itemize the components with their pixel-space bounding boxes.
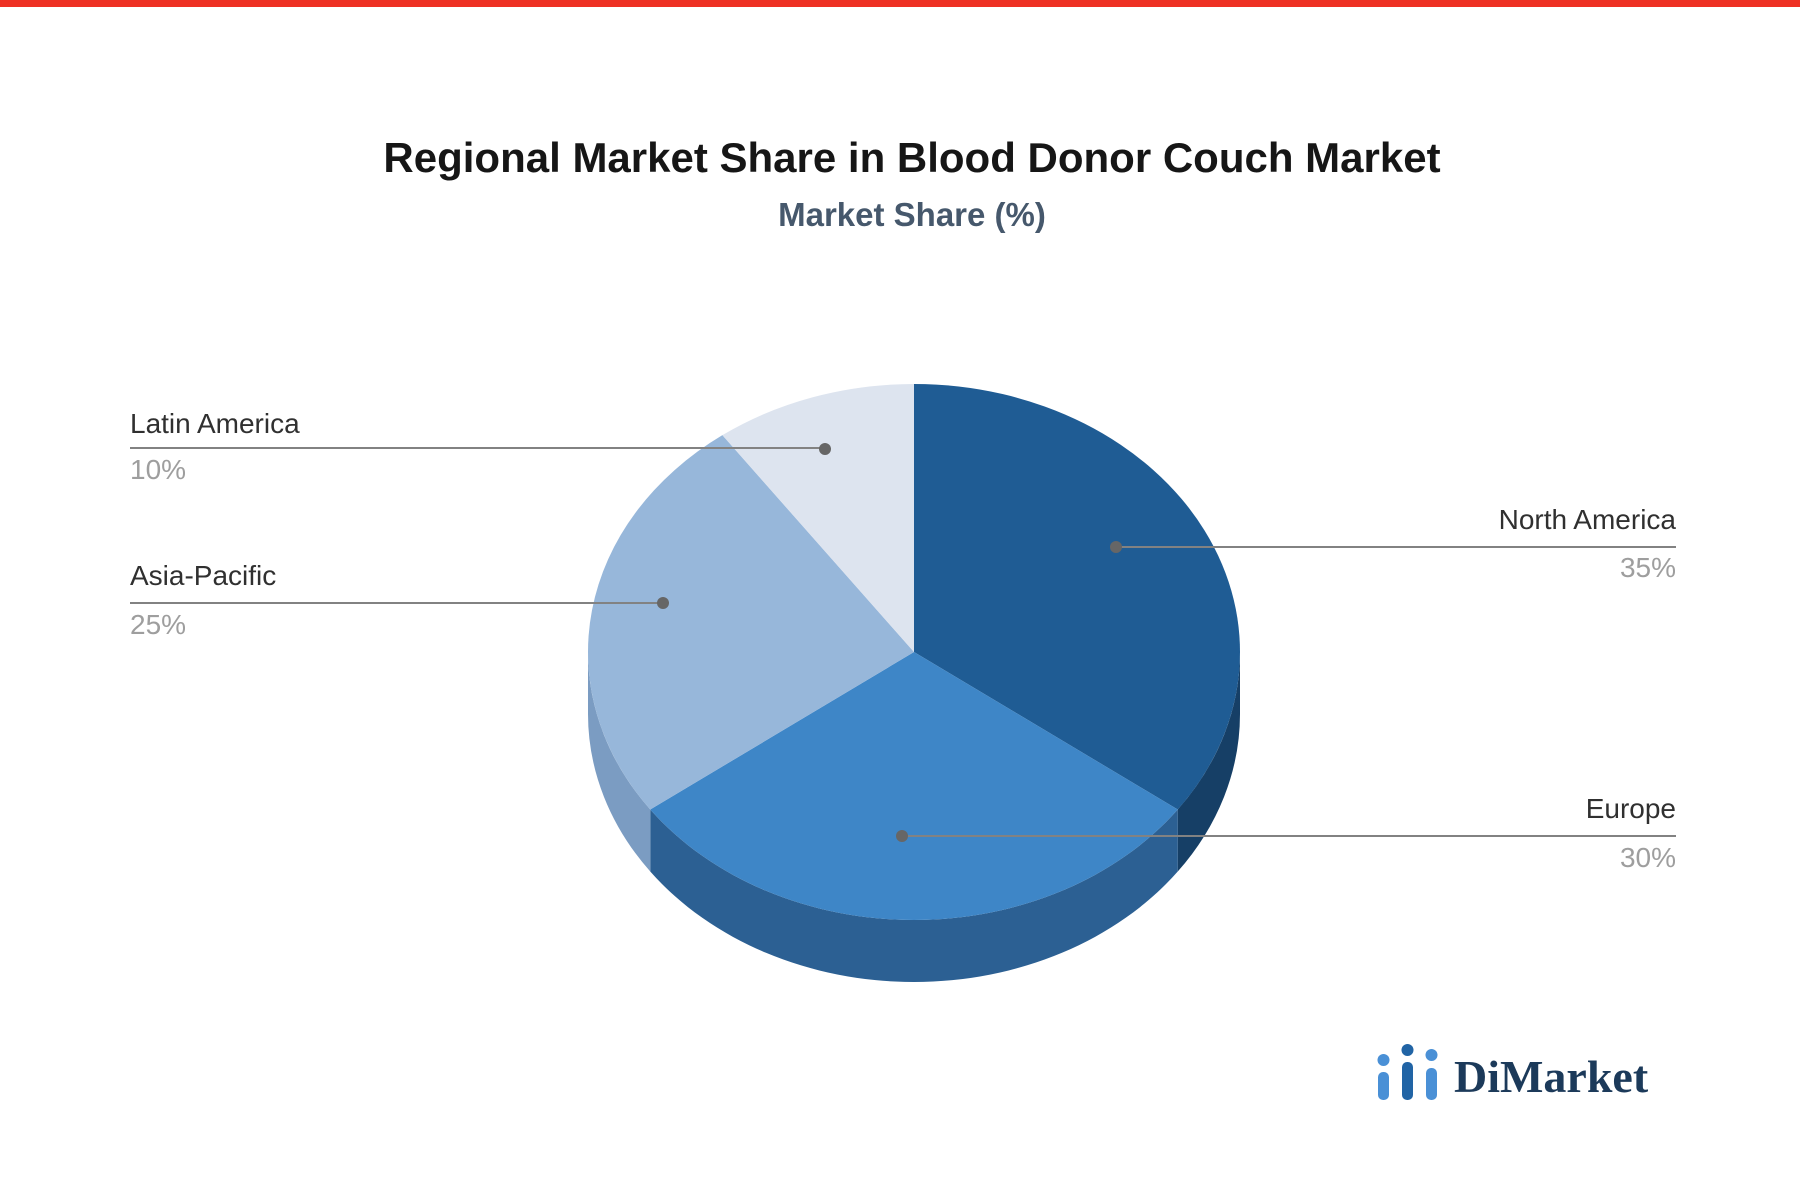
brand-logo-text: DiMarket [1454,1050,1649,1102]
chart-subtitle: Market Share (%) [778,196,1046,233]
connector-line [130,447,825,449]
slice-name: North America [1498,504,1676,535]
brand-logo: DiMarket [1376,1044,1648,1108]
pie-slice-side-north-america [1177,652,1240,872]
pie-slice-asia-pacific [588,435,914,810]
slice-percentage: 35% [1619,552,1676,583]
connector-dot [657,597,669,609]
connector-line [902,835,1676,837]
slice-name: Europe [1585,793,1676,824]
top-accent-bar [0,0,1800,7]
connector-dot [1110,541,1122,553]
pie-slice-side-europe [650,809,1178,982]
slice-percentage: 30% [1619,842,1676,873]
pie-slice-latin-america [722,384,914,652]
connector-line [1116,546,1676,548]
slice-name: Asia-Pacific [130,560,277,591]
slice-percentage: 10% [130,454,187,485]
bar-chart-icon [1377,1044,1438,1100]
slice-percentage: 25% [130,609,187,640]
pie-slice-north-america [914,384,1240,810]
connector-line [130,602,663,604]
pie-slice-side-asia-pacific [588,652,651,872]
connector-dot [896,830,908,842]
slice-name: Latin America [130,408,300,439]
pie-slice-europe [650,652,1178,920]
chart-title: Regional Market Share in Blood Donor Cou… [383,134,1441,181]
connector-dot [819,443,831,455]
